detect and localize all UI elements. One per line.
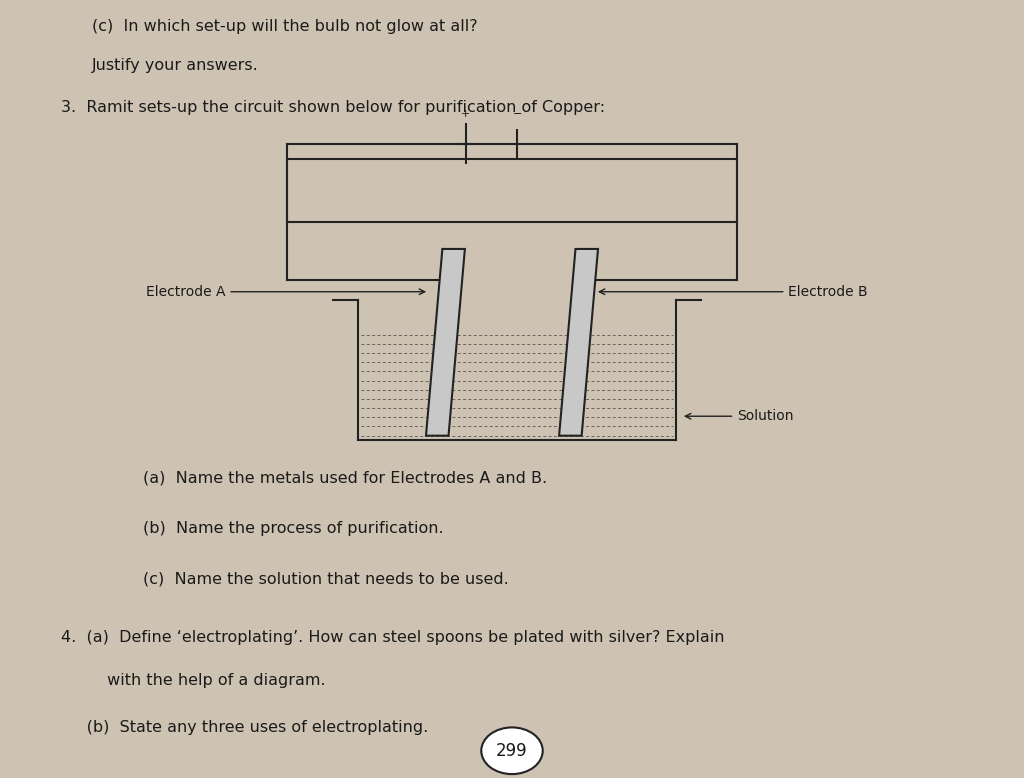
Text: +: + [461,109,471,119]
Text: (c)  Name the solution that needs to be used.: (c) Name the solution that needs to be u… [143,572,509,587]
Bar [287,159,737,222]
Text: Electrode B: Electrode B [599,285,868,299]
Text: (b)  State any three uses of electroplating.: (b) State any three uses of electroplati… [61,720,429,734]
Text: 4.  (a)  Define ‘electroplating’. How can steel spoons be plated with silver? Ex: 4. (a) Define ‘electroplating’. How can … [61,630,725,645]
Text: Electrode A: Electrode A [145,285,425,299]
Text: (b)  Name the process of purification.: (b) Name the process of purification. [143,521,444,536]
Text: 3.  Ramit sets-up the circuit shown below for purification of Copper:: 3. Ramit sets-up the circuit shown below… [61,100,605,114]
Text: with the help of a diagram.: with the help of a diagram. [61,673,326,688]
Text: 299: 299 [497,741,527,760]
Text: Justify your answers.: Justify your answers. [92,58,259,73]
Polygon shape [559,249,598,436]
Polygon shape [426,249,465,436]
Text: −: − [512,109,522,119]
Text: (c)  In which set-up will the bulb not glow at all?: (c) In which set-up will the bulb not gl… [92,19,478,34]
Text: Solution: Solution [685,409,794,423]
Text: (a)  Name the metals used for Electrodes A and B.: (a) Name the metals used for Electrodes … [143,471,548,485]
Circle shape [481,727,543,774]
